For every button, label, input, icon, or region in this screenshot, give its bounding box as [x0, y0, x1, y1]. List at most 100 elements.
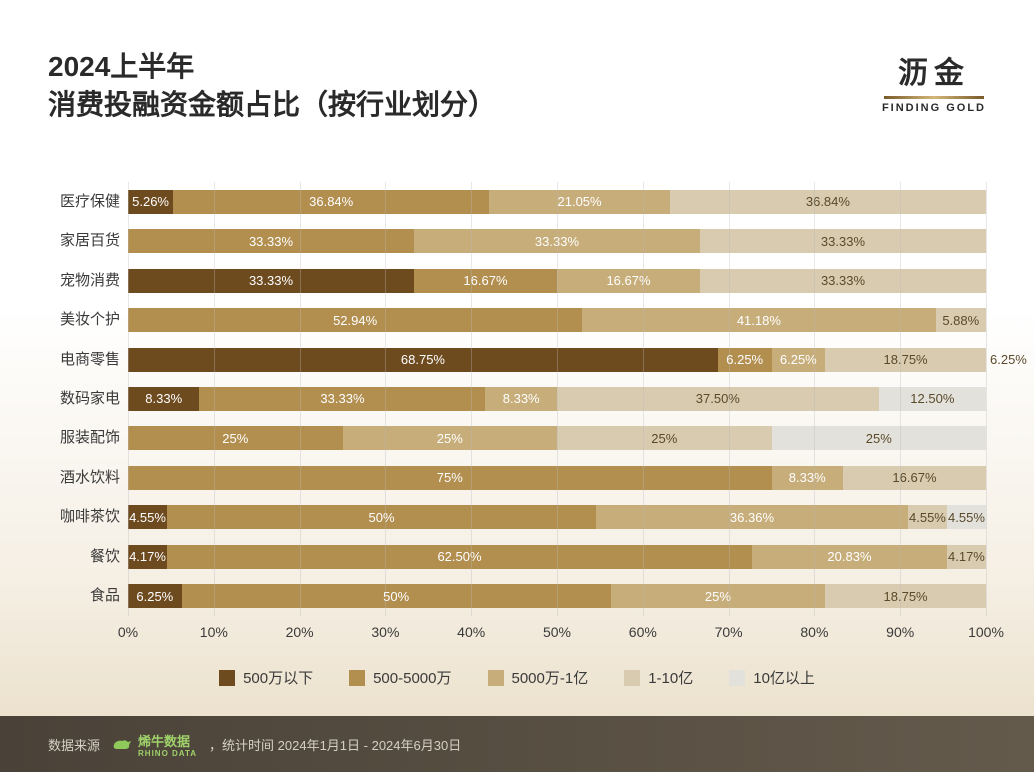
- legend-swatch: [624, 670, 640, 686]
- segment-label: 50%: [383, 589, 409, 604]
- x-tick: 10%: [200, 624, 228, 640]
- bar-segment: 41.18%: [582, 308, 935, 332]
- legend-label: 10亿以上: [753, 667, 815, 688]
- segment-label: 50%: [368, 510, 394, 525]
- segment-label: 16.67%: [463, 273, 507, 288]
- y-label: 电商零售: [48, 348, 126, 372]
- bar-segment: 4.55%: [128, 505, 167, 529]
- title-line-1: 2024上半年: [48, 48, 496, 86]
- grid-line: [471, 182, 472, 616]
- segment-label: 25%: [437, 431, 463, 446]
- brand-logo-divider: [884, 96, 984, 99]
- bar-segment: 5.26%: [128, 190, 173, 214]
- header: 2024上半年 消费投融资金额占比（按行业划分） 沥金 FINDING GOLD: [48, 48, 986, 124]
- grid-line: [300, 182, 301, 616]
- x-tick: 70%: [715, 624, 743, 640]
- segment-label: 18.75%: [884, 352, 928, 367]
- segment-label: 52.94%: [333, 313, 377, 328]
- segment-label: 4.55%: [129, 510, 166, 525]
- bar-segment: 33.33%: [128, 269, 414, 293]
- legend-swatch: [729, 670, 745, 686]
- y-label: 酒水饮料: [48, 466, 126, 490]
- y-label: 数码家电: [48, 387, 126, 411]
- y-label: 服装配饰: [48, 426, 126, 450]
- legend-label: 5000万-1亿: [512, 667, 589, 688]
- segment-label: 68.75%: [401, 352, 445, 367]
- bar-segment: 4.55%: [947, 505, 986, 529]
- grid-line: [128, 182, 129, 616]
- grid-line: [643, 182, 644, 616]
- bar-segment: 52.94%: [128, 308, 582, 332]
- rhino-logo: 烯牛数据 RHINO DATA: [112, 731, 197, 758]
- bar-segment: 25%: [128, 426, 343, 450]
- rhino-icon: [112, 736, 132, 752]
- bar-segment: 6.25%: [128, 584, 182, 608]
- segment-label: 16.67%: [892, 470, 936, 485]
- legend-label: 500万以下: [243, 667, 313, 688]
- x-tick: 50%: [543, 624, 571, 640]
- grid-line: [986, 182, 987, 616]
- x-tick: 80%: [800, 624, 828, 640]
- legend: 500万以下 500-5000万 5000万-1亿 1-10亿 10亿以上: [48, 667, 986, 688]
- x-tick: 40%: [457, 624, 485, 640]
- bar-segment: 6.25%: [718, 348, 772, 372]
- segment-label: 8.33%: [789, 470, 826, 485]
- y-label: 美妆个护: [48, 308, 126, 332]
- segment-label: 8.33%: [145, 391, 182, 406]
- segment-label: 33.33%: [249, 273, 293, 288]
- segment-label: 6.25%: [726, 352, 763, 367]
- segment-label: 6.25%: [780, 352, 817, 367]
- bar-segment: 16.67%: [414, 269, 557, 293]
- legend-swatch: [349, 670, 365, 686]
- y-label: 咖啡茶饮: [48, 505, 126, 529]
- y-label: 家居百货: [48, 229, 126, 253]
- segment-label: 36.36%: [730, 510, 774, 525]
- bar-segment: 4.17%: [947, 545, 986, 569]
- stacked-bar-chart: 医疗保健家居百货宠物消费美妆个护电商零售数码家电服装配饰酒水饮料咖啡茶饮餐饮食品…: [48, 182, 986, 650]
- segment-label: 33.33%: [320, 391, 364, 406]
- segment-label: 36.84%: [806, 194, 850, 209]
- plot-area: 5.26%36.84%21.05%36.84%33.33%33.33%33.33…: [128, 182, 986, 616]
- y-label: 食品: [48, 584, 126, 608]
- bar-segment: 33.33%: [700, 269, 986, 293]
- bar-segment: 8.33%: [128, 387, 199, 411]
- bar-segment: 8.33%: [772, 466, 843, 490]
- x-tick: 30%: [371, 624, 399, 640]
- segment-label: 33.33%: [821, 234, 865, 249]
- segment-label: 5.88%: [942, 313, 979, 328]
- segment-label: 8.33%: [503, 391, 540, 406]
- bar-segment: 16.67%: [557, 269, 700, 293]
- bar-segment: 20.83%: [752, 545, 947, 569]
- bar-segment: 36.84%: [173, 190, 489, 214]
- bar-segment: 50%: [182, 584, 611, 608]
- bar-segment: 6.25%: [772, 348, 826, 372]
- y-axis-labels: 医疗保健家居百货宠物消费美妆个护电商零售数码家电服装配饰酒水饮料咖啡茶饮餐饮食品: [48, 182, 126, 616]
- x-tick: 20%: [286, 624, 314, 640]
- bar-segment: 18.75%: [825, 584, 986, 608]
- bar-segment: 4.17%: [128, 545, 167, 569]
- grid-line: [385, 182, 386, 616]
- segment-label: 41.18%: [737, 313, 781, 328]
- bar-segment: 5.88%: [936, 308, 986, 332]
- legend-swatch: [488, 670, 504, 686]
- legend-item: 10亿以上: [729, 667, 815, 688]
- brand-logo-cn: 沥金: [882, 48, 986, 92]
- segment-label: 20.83%: [827, 549, 871, 564]
- x-tick: 90%: [886, 624, 914, 640]
- legend-label: 500-5000万: [373, 667, 451, 688]
- segment-label: 75%: [437, 470, 463, 485]
- segment-label: 36.84%: [309, 194, 353, 209]
- segment-label: 25%: [651, 431, 677, 446]
- legend-item: 500-5000万: [349, 667, 451, 688]
- source-name: 烯牛数据: [138, 734, 190, 749]
- legend-item: 1-10亿: [624, 667, 693, 688]
- segment-label: 37.50%: [696, 391, 740, 406]
- segment-label: 12.50%: [910, 391, 954, 406]
- brand-logo-en: FINDING GOLD: [882, 102, 986, 114]
- title-line-2: 消费投融资金额占比（按行业划分）: [48, 86, 496, 124]
- segment-label: 4.55%: [909, 510, 946, 525]
- source-label: 数据来源: [48, 735, 100, 754]
- bar-segment: 68.75%: [128, 348, 718, 372]
- legend-swatch: [219, 670, 235, 686]
- bar-segment: 18.75%: [825, 348, 986, 372]
